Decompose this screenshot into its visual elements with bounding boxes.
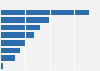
Bar	[1, 63, 3, 69]
Bar	[1, 10, 89, 15]
Bar	[1, 40, 25, 46]
Bar	[1, 25, 40, 30]
Bar	[1, 48, 20, 53]
Bar	[1, 17, 50, 23]
Bar	[1, 55, 15, 61]
Bar	[1, 33, 34, 38]
